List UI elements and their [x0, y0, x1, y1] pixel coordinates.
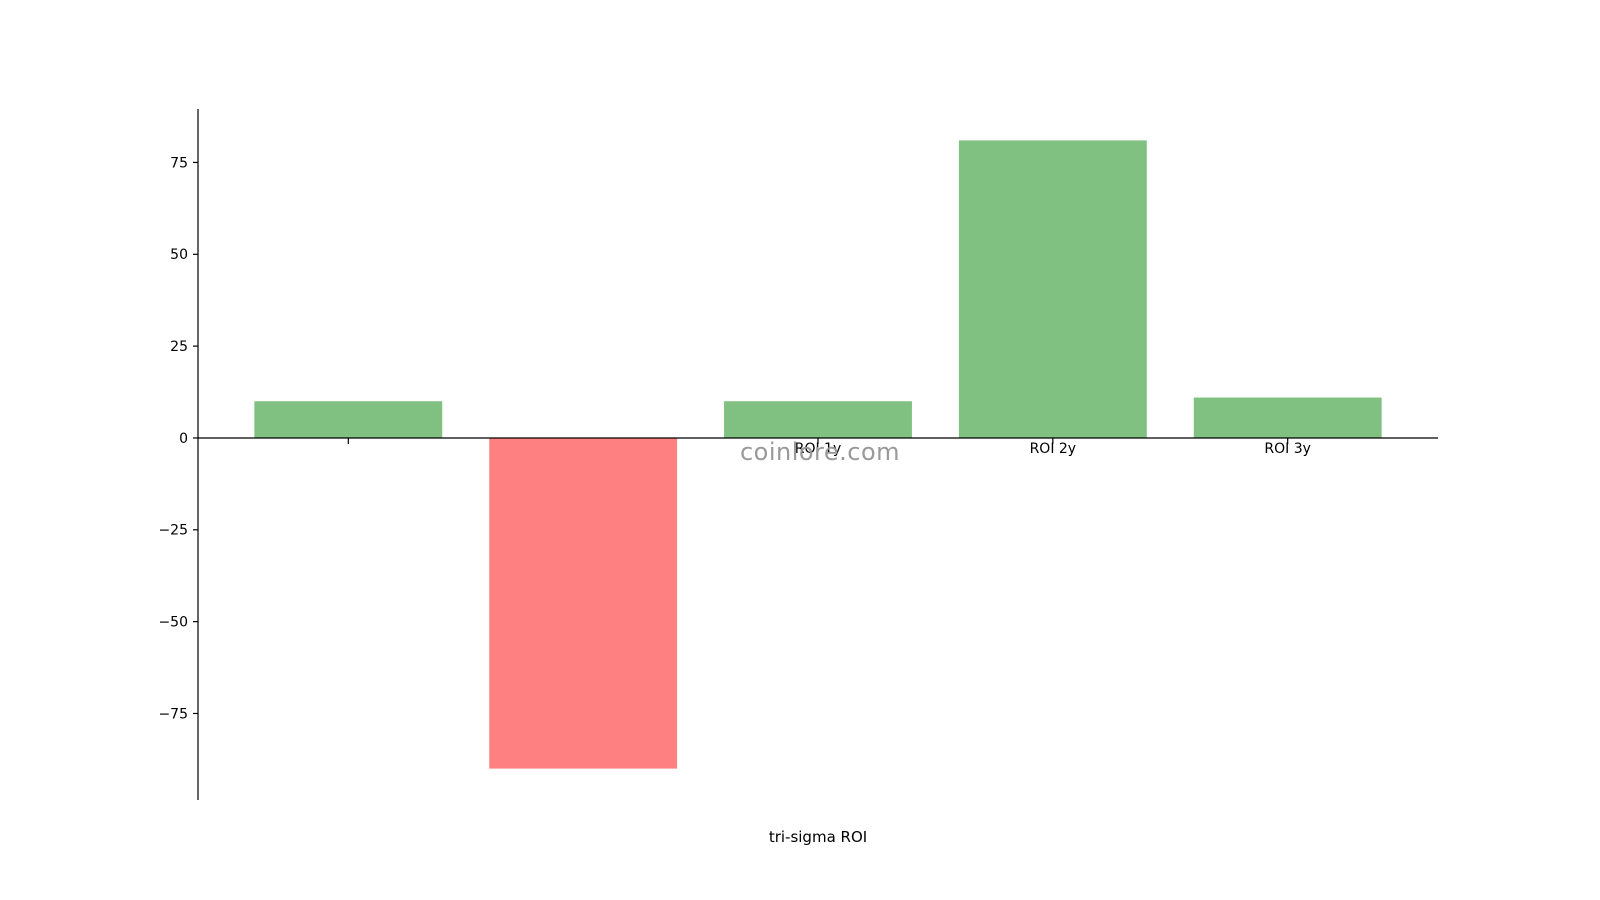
x-tick-label: ROI 1y [795, 441, 842, 457]
y-tick-label: −25 [158, 523, 188, 539]
bar-2 [489, 437, 678, 769]
bar-roi-1y [724, 401, 912, 438]
bar-1 [254, 401, 443, 438]
bar-roi-3y [1193, 397, 1382, 438]
y-tick-label: −75 [158, 706, 188, 722]
y-tick-label: 0 [179, 431, 188, 447]
y-tick-label: 50 [170, 247, 188, 263]
y-tick-label: 75 [170, 155, 188, 171]
x-tick-label: ROI 2y [1030, 441, 1077, 457]
bar-roi-2y [958, 140, 1147, 438]
x-axis-title: tri-sigma ROI [768, 828, 868, 846]
y-tick-label: −50 [158, 615, 188, 631]
y-tick-label: 25 [170, 339, 188, 355]
x-tick-label: ROI 3y [1264, 441, 1311, 457]
